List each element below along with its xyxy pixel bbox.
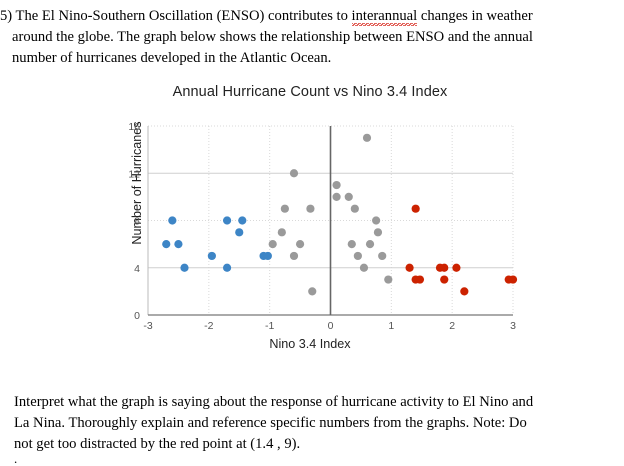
x-tick-label: 2 [449, 320, 455, 332]
y-tick-label: 8 [134, 216, 140, 228]
prompt-top-line-1-part-b: changes in weather [417, 8, 533, 24]
data-point [452, 263, 461, 272]
data-point [350, 204, 359, 213]
data-point [277, 228, 286, 237]
prompt-top-line-3: number of hurricanes developed in the At… [12, 50, 332, 66]
data-point [378, 251, 387, 261]
data-point [411, 204, 420, 213]
data-point [235, 228, 244, 237]
prompt-bottom-line-1: Interpret what the graph is saying about… [14, 394, 534, 410]
data-point [306, 204, 315, 213]
data-point [289, 169, 299, 178]
data-point [440, 263, 449, 272]
x-tick-label: -1 [265, 320, 274, 332]
prompt-bottom-line-3: not get too distracted by the red point … [14, 436, 301, 452]
data-point [238, 216, 247, 225]
data-point [207, 251, 216, 261]
data-point [365, 240, 375, 249]
y-tick-label: 12 [128, 168, 140, 180]
data-point [332, 180, 341, 190]
data-point [168, 216, 177, 225]
prompt-top-line-2: around the globe. The graph below shows … [12, 29, 533, 45]
y-tick-labels: 0 4 8 12 16 [128, 121, 140, 322]
y-tick-label: 4 [134, 263, 140, 275]
prompt-top-line-1: 5) The El Nino-Southern Oscillation (ENS… [0, 6, 615, 27]
x-tick-label: 0 [328, 320, 334, 332]
prompt-bottom-line-2: La Nina. Thoroughly explain and referenc… [14, 415, 527, 431]
x-tick-label: -3 [143, 320, 152, 332]
trailing-mark: . [14, 451, 18, 466]
question-prompt-bottom: Interpret what the graph is saying about… [14, 392, 614, 455]
data-point [460, 287, 469, 296]
data-point [162, 240, 171, 249]
data-point [440, 275, 449, 284]
x-tick-labels: -3 -2 -1 0 1 2 3 [143, 320, 516, 332]
data-point [405, 263, 414, 272]
data-point [415, 275, 425, 284]
chart-title: Annual Hurricane Count vs Nino 3.4 Index [172, 84, 448, 100]
data-point [373, 228, 383, 237]
x-axis-title: Nino 3.4 Index [269, 337, 351, 351]
prompt-top-line-1-part-a: 5) The El Nino-Southern Oscillation (ENS… [0, 8, 352, 24]
data-points [162, 133, 518, 296]
data-point [280, 204, 289, 213]
data-point [289, 251, 299, 261]
y-tick-label: 0 [134, 310, 140, 322]
misspelled-word-interannual: interannual [351, 8, 418, 26]
data-point [384, 275, 393, 284]
data-point [332, 192, 341, 201]
axis-lines [147, 126, 513, 316]
data-point [508, 275, 518, 284]
data-point [308, 287, 317, 296]
data-point [344, 192, 353, 201]
data-point [372, 216, 381, 225]
data-point [222, 216, 232, 225]
data-point [359, 263, 369, 272]
data-point [222, 263, 232, 272]
data-point [180, 263, 189, 272]
question-prompt-top: 5) The El Nino-Southern Oscillation (ENS… [0, 6, 615, 69]
data-point [362, 133, 372, 142]
x-tick-label: -2 [204, 320, 213, 332]
data-point [347, 240, 356, 249]
data-point [295, 240, 305, 249]
data-point [353, 251, 362, 261]
data-point [174, 240, 183, 249]
data-point [263, 251, 272, 261]
data-point [268, 240, 277, 249]
scatter-chart: Annual Hurricane Count vs Nino 3.4 Index… [90, 84, 530, 369]
x-tick-label: 3 [510, 320, 516, 332]
y-tick-label: 16 [128, 121, 140, 133]
x-tick-label: 1 [388, 320, 394, 332]
